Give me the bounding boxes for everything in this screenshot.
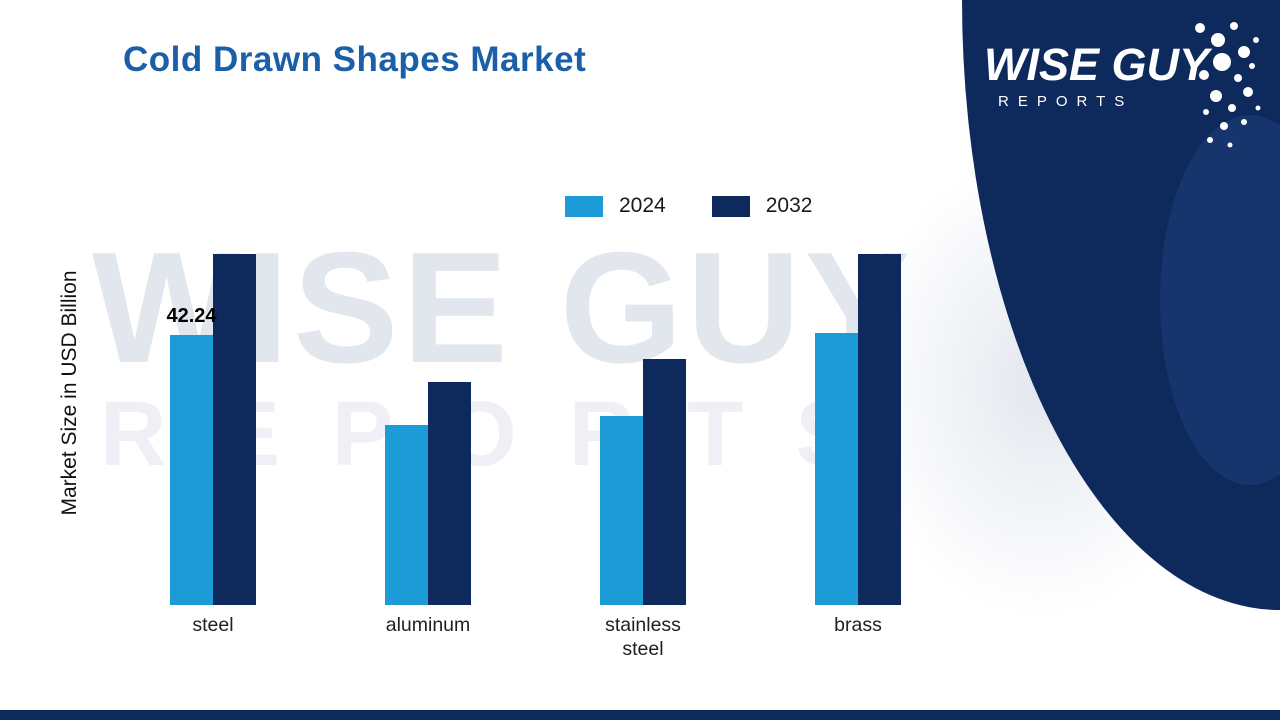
category-label-steel: steel xyxy=(192,614,234,636)
bar-group-aluminum xyxy=(385,221,471,605)
legend-swatch-2032 xyxy=(711,195,750,217)
bar-2032-brass xyxy=(858,254,901,605)
bar-group-steel xyxy=(170,221,256,605)
bar-2024-stainless-steel xyxy=(600,415,643,605)
logo-wordmark-text: WISE GUY xyxy=(984,39,1213,90)
legend-label-2032: 2032 xyxy=(765,194,813,217)
chart-legend: 2024 2032 xyxy=(565,194,812,218)
logo-dot-head-icon xyxy=(1195,22,1261,148)
logo-reports-text: REPORTS xyxy=(998,93,1133,110)
logo-face-silhouette xyxy=(1160,115,1280,485)
footer-bar xyxy=(0,710,1280,720)
category-label-brass: brass xyxy=(834,614,882,636)
category-labels: steel aluminum stainless steel brass xyxy=(140,613,940,693)
bar-2024-steel xyxy=(170,334,213,605)
category-label-aluminum: aluminum xyxy=(385,614,471,636)
plot-area xyxy=(140,221,940,605)
bar-2032-stainless-steel xyxy=(643,358,686,605)
wiseguy-logo: WISE GUY REPORTS xyxy=(962,0,1280,610)
bar-2024-aluminum xyxy=(385,424,428,605)
legend-swatch-2024 xyxy=(565,195,603,217)
bar-2032-aluminum xyxy=(428,382,471,605)
legend-item-2032: 2032 xyxy=(711,194,813,218)
bar-group-stainless-steel xyxy=(600,221,686,605)
bar-2032-steel xyxy=(213,254,256,605)
page-title: Cold Drawn Shapes Market xyxy=(123,40,587,79)
bar-2024-brass xyxy=(815,333,858,605)
legend-label-2024: 2024 xyxy=(619,194,666,217)
legend-item-2024: 2024 xyxy=(565,194,666,218)
y-axis-label: Market Size in USD Billion xyxy=(58,270,81,516)
bar-value-label: 42.24 xyxy=(166,305,217,327)
bar-group-brass xyxy=(815,221,901,605)
category-label-stainless-steel: stainless steel xyxy=(605,614,681,661)
